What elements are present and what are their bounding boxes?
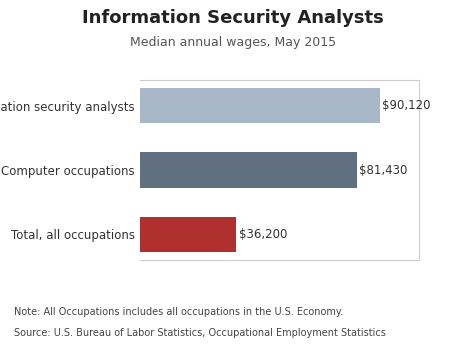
Text: Median annual wages, May 2015: Median annual wages, May 2015 <box>130 36 336 49</box>
Text: $36,200: $36,200 <box>239 228 287 241</box>
Text: Information Security Analysts: Information Security Analysts <box>82 9 384 27</box>
Bar <box>140 88 380 124</box>
Bar <box>140 217 236 252</box>
Text: Source: U.S. Bureau of Labor Statistics, Occupational Employment Statistics: Source: U.S. Bureau of Labor Statistics,… <box>14 328 386 338</box>
Text: $90,120: $90,120 <box>383 99 431 112</box>
Text: $81,430: $81,430 <box>359 163 408 177</box>
Bar <box>140 152 356 188</box>
Text: Note: All Occupations includes all occupations in the U.S. Economy.: Note: All Occupations includes all occup… <box>14 307 343 317</box>
